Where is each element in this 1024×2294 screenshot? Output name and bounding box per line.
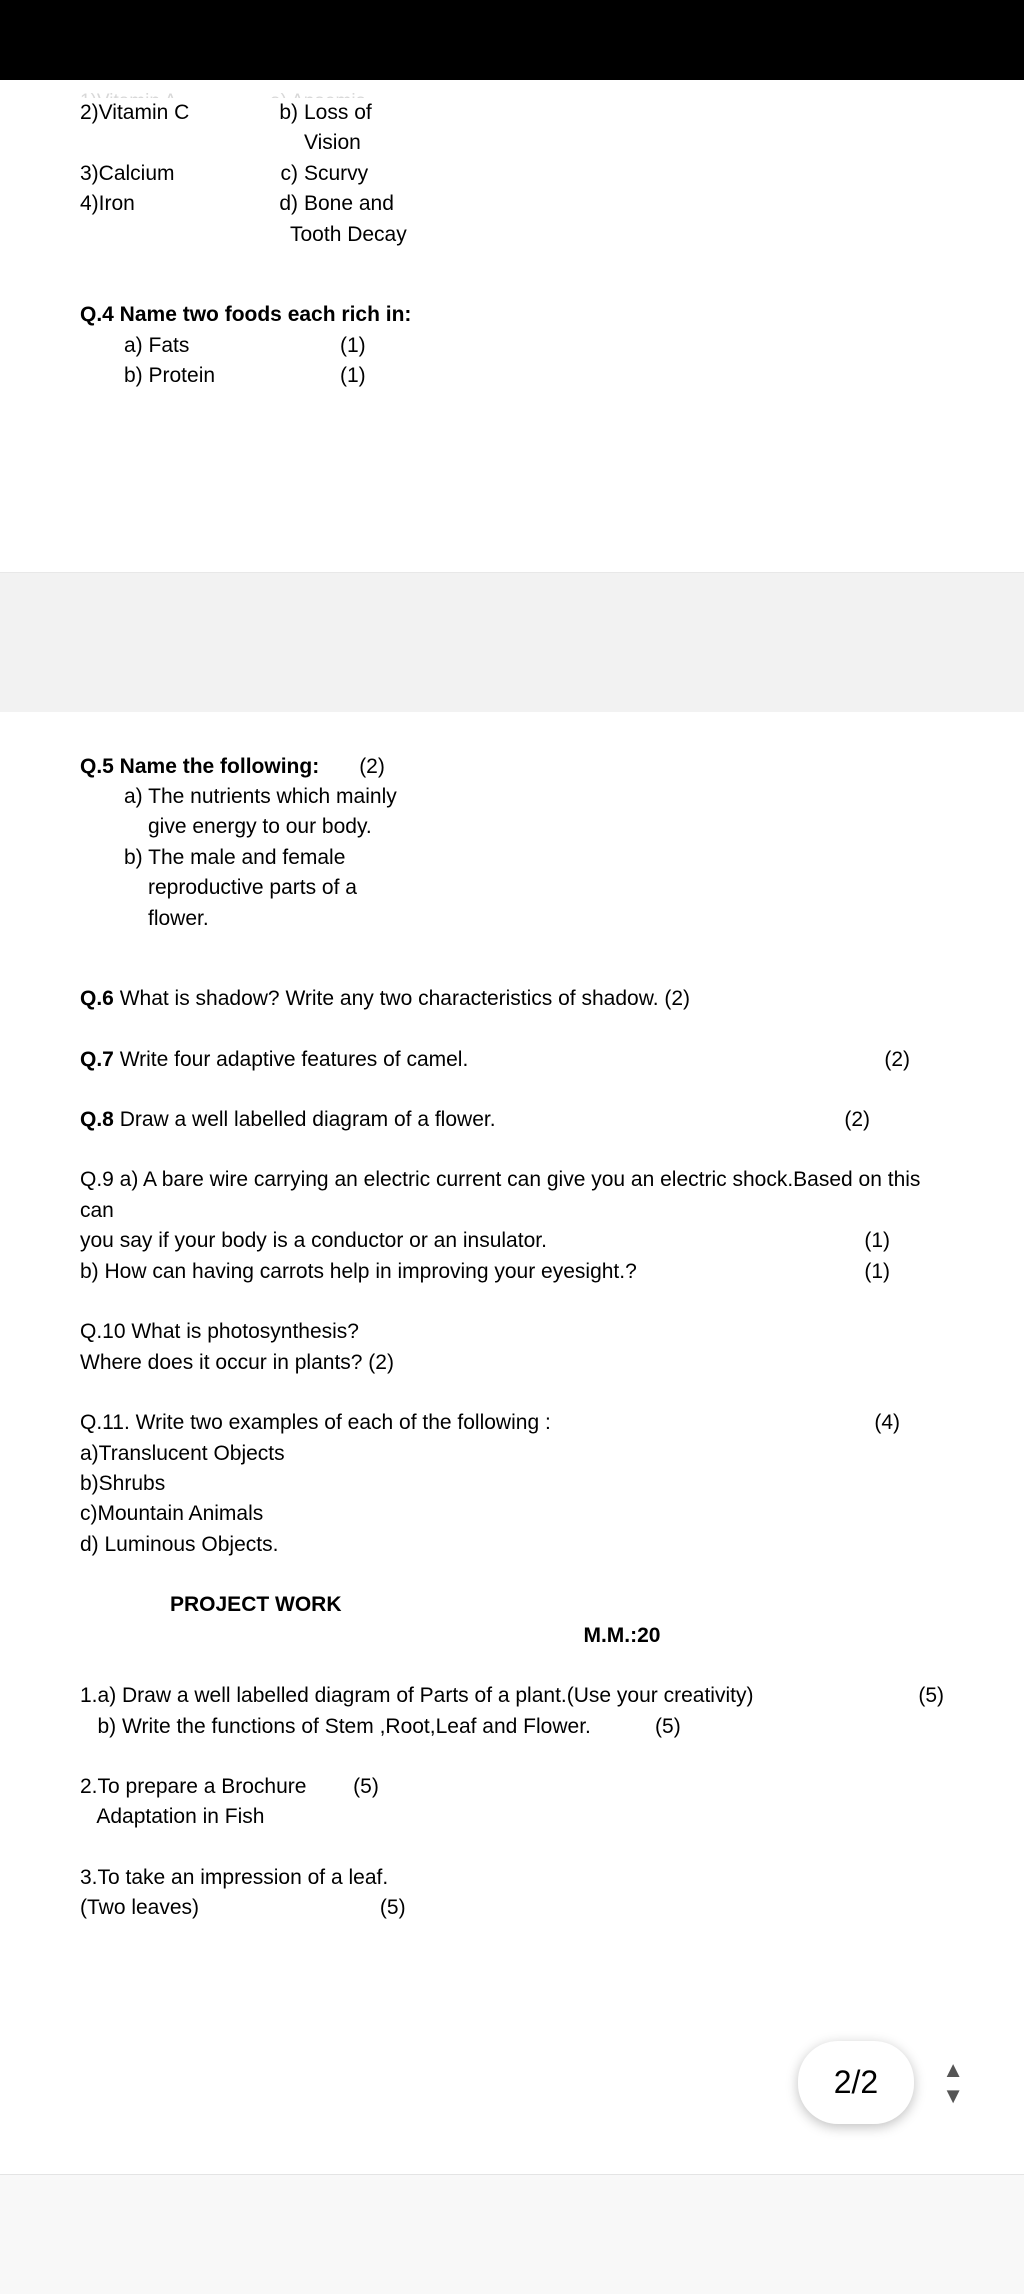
project-2b: Adaptation in Fish [80,1802,944,1832]
q7-text: Write four adaptive features of camel. [114,1048,468,1071]
project-2: 2.To prepare a Brochure (5) Adaptation i… [80,1772,944,1833]
question-4: Q.4 Name two foods each rich in: a) Fats… [80,300,944,391]
page-1-bottom-fragment: 1)Vitamin A a) Anaemia 2)Vitamin C b)Los… [0,80,1024,572]
q5-head: Q.5 Name the following: [80,755,319,778]
question-6: Q.6 What is shadow? Write any two charac… [80,984,944,1014]
q10-l2: Where does it occur in plants? (2) [80,1348,944,1378]
page-counter: 2/2 [798,2041,914,2123]
q5-a2: give energy to our body. [80,812,944,842]
q11-head: Q.11. Write two examples of each of the … [80,1408,551,1438]
match-right-0: a) Anaemia [270,88,470,98]
q11-b: b)Shrubs [80,1469,944,1499]
q4-a-marks: (1) [340,331,366,361]
match-row-4b: Tooth Decay [80,220,944,250]
project-1: 1.a) Draw a well labelled diagram of Par… [80,1681,944,1742]
q5-marks: (2) [359,755,385,778]
question-11: Q.11. Write two examples of each of the … [80,1408,944,1560]
page-gap [0,572,1024,712]
q9-l2: you say if your body is a conductor or a… [80,1226,547,1256]
q4-b-marks: (1) [340,361,366,391]
match-row-4: 4)Iron d)Bone and [80,189,944,219]
q5-a1: a) The nutrients which mainly [80,782,944,812]
project-mm: M.M.:20 [80,1621,944,1651]
q4-b: b) Protein [80,361,340,391]
q11-marks: (4) [874,1408,900,1438]
match-left-0: 1)Vitamin A [80,88,270,98]
page-arrows[interactable]: ▲ ▼ [942,2059,964,2107]
match-right-4b: Tooth Decay [270,220,470,250]
page-up-icon[interactable]: ▲ [942,2059,964,2081]
q7-marks: (2) [884,1045,910,1075]
question-9: Q.9 a) A bare wire carrying an electric … [80,1165,944,1287]
match-right-3: c)Scurvy [270,159,470,189]
q6-text: What is shadow? Write any two characteri… [114,987,690,1010]
q5-b3: flower. [80,904,944,934]
project-2a: 2.To prepare a Brochure (5) [80,1772,944,1802]
q9-l3-marks: (1) [864,1257,890,1287]
q4-head: Q.4 Name two foods each rich in: [80,300,944,330]
q9-l3: b) How can having carrots help in improv… [80,1257,637,1287]
project-3: 3.To take an impression of a leaf. (Two … [80,1863,944,1924]
match-left-3: 3)Calcium [80,159,270,189]
match-right-4: d)Bone and [270,189,470,219]
match-row-3: 3)Calcium c)Scurvy [80,159,944,189]
page-down-icon[interactable]: ▼ [942,2085,964,2107]
bottom-nav-bar [0,2174,1024,2294]
match-row-2b: Vision [80,128,944,158]
q5-b2: reproductive parts of a [80,873,944,903]
project-1a-marks: (5) [918,1681,944,1711]
project-3b: (Two leaves) (5) [80,1893,944,1923]
q8-marks: (2) [844,1105,870,1135]
page-2: Q.5 Name the following: (2) a) The nutrie… [0,712,1024,2174]
project-3a: 3.To take an impression of a leaf. [80,1863,944,1893]
q11-d: d) Luminous Objects. [80,1530,944,1560]
match-row-truncated: 1)Vitamin A a) Anaemia [80,88,944,98]
match-left-2: 2)Vitamin C [80,98,270,128]
q9-l2-marks: (1) [864,1226,890,1256]
match-right-2: b)Loss of [270,98,470,128]
project-1b: b) Write the functions of Stem ,Root,Lea… [80,1712,944,1742]
q9-l1: Q.9 a) A bare wire carrying an electric … [80,1165,944,1226]
match-row-2: 2)Vitamin C b)Loss of [80,98,944,128]
page-indicator[interactable]: 2/2 ▲ ▼ [798,2041,964,2123]
project-title: PROJECT WORK [80,1590,944,1620]
q4-a: a) Fats [80,331,340,361]
q11-a: a)Translucent Objects [80,1439,944,1469]
status-bar [0,0,1024,80]
question-7: Q.7 Write four adaptive features of came… [80,1045,910,1075]
q11-c: c)Mountain Animals [80,1499,944,1529]
match-right-2b: Vision [270,128,470,158]
q8-text: Draw a well labelled diagram of a flower… [114,1108,496,1131]
q5-b1: b) The male and female [80,843,944,873]
question-10: Q.10 What is photosynthesis? Where does … [80,1317,944,1378]
question-8: Q.8 Draw a well labelled diagram of a fl… [80,1105,870,1135]
match-left-4: 4)Iron [80,189,270,219]
question-5: Q.5 Name the following: (2) a) The nutrie… [80,752,944,935]
q10-l1: Q.10 What is photosynthesis? [80,1317,944,1347]
project-1a: 1.a) Draw a well labelled diagram of Par… [80,1681,753,1711]
